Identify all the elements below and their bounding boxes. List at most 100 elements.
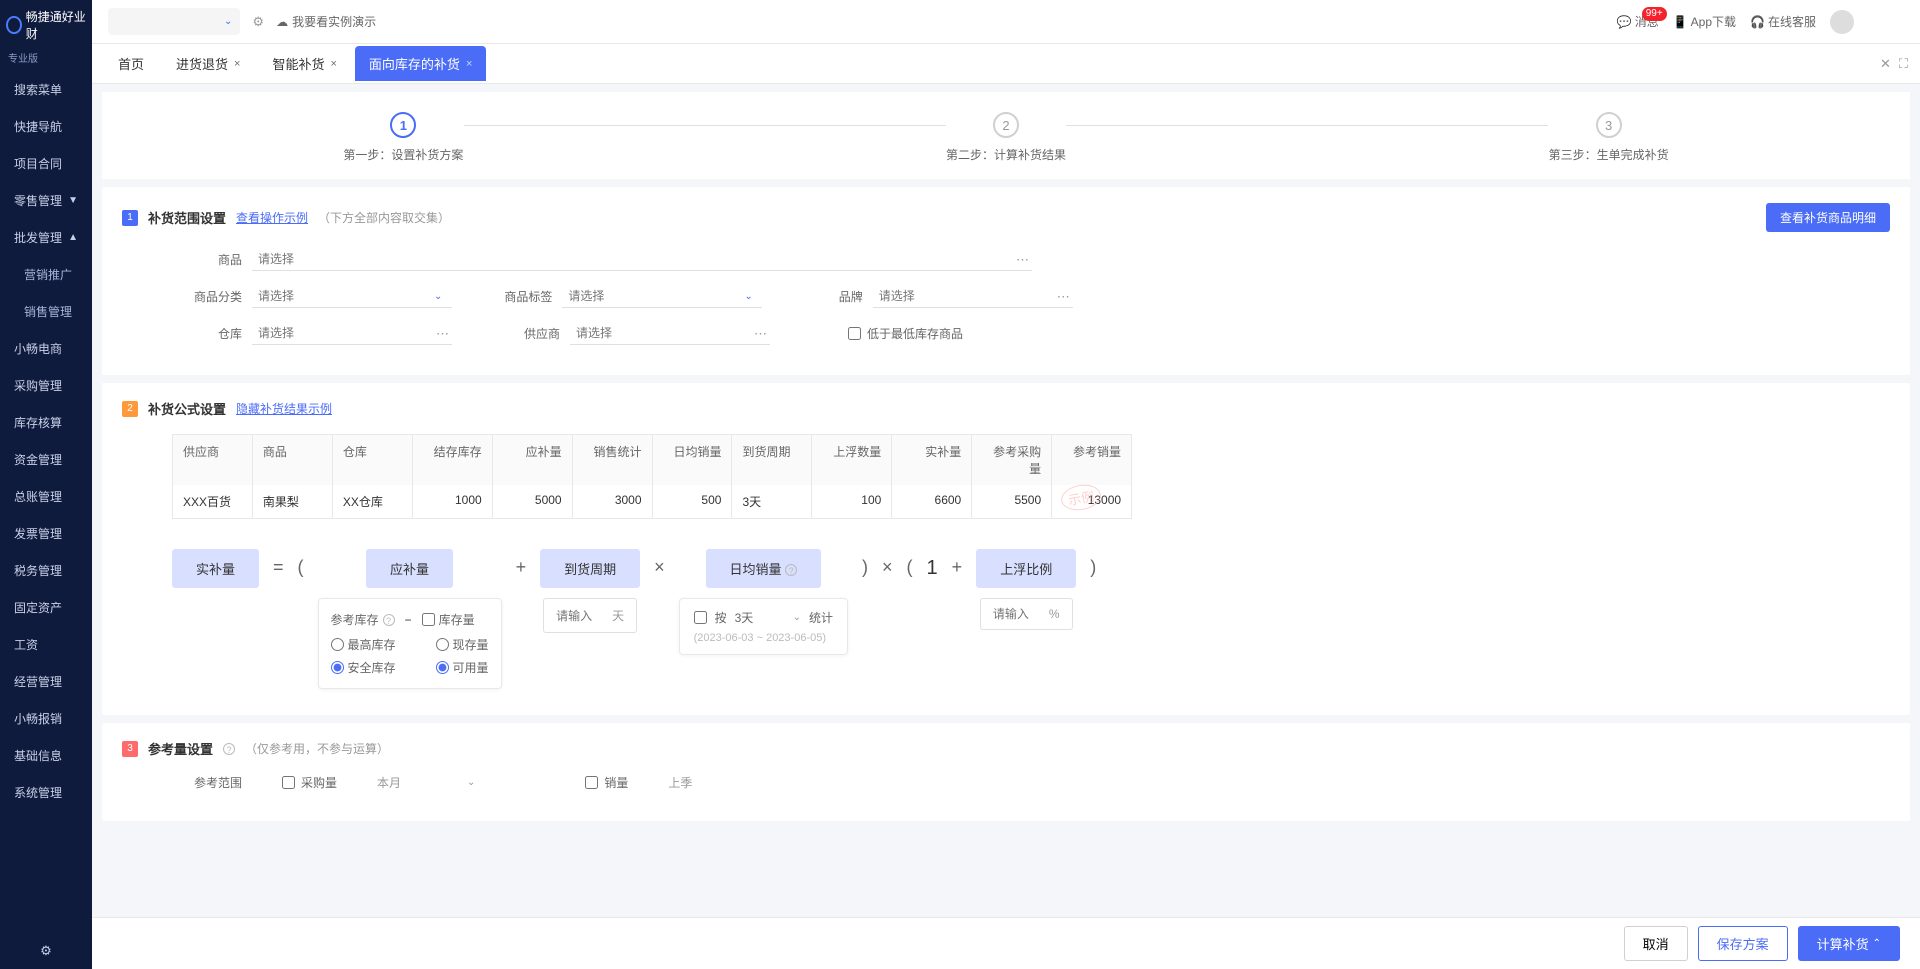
product-input[interactable] — [252, 248, 1032, 271]
logo-icon — [6, 16, 22, 34]
warehouse-label: 仓库 — [172, 325, 242, 342]
sidebar-item[interactable]: 总账管理 — [0, 478, 92, 515]
avail-qty-radio[interactable] — [436, 661, 449, 674]
sidebar-item[interactable]: 税务管理 — [0, 552, 92, 589]
low-stock-checkbox[interactable] — [848, 327, 861, 340]
brand-name: 畅捷通好业财 — [26, 8, 86, 42]
pct-unit: % — [1049, 607, 1060, 621]
sidebar-item[interactable]: 小畅电商 — [0, 330, 92, 367]
max-stock-label: 最高库存 — [348, 636, 396, 653]
warehouse-input[interactable] — [252, 322, 452, 345]
avail-qty-label: 可用量 — [453, 659, 489, 676]
sidebar-subitem[interactable]: 营销推广 — [0, 256, 92, 293]
paren-open-2: ( — [907, 549, 913, 578]
org-selector[interactable]: ⌄ — [108, 8, 240, 35]
tab[interactable]: 智能补货× — [258, 46, 350, 81]
sidebar-item[interactable]: 发票管理 — [0, 515, 92, 552]
stat-days[interactable]: 3天 — [735, 609, 785, 626]
formula-title: 补货公式设置 — [148, 399, 226, 418]
topbar: ⌄ ⚙ ☁ 我要看实例演示 💬 消息 99+ 📱 App下载 — [92, 0, 1920, 44]
chevron-down-icon[interactable]: ⌄ — [467, 777, 475, 788]
app-download-button[interactable]: 📱 App下载 — [1673, 13, 1736, 30]
message-badge: 99+ — [1642, 7, 1667, 21]
sidebar-item[interactable]: 基础信息 — [0, 737, 92, 774]
sidebar-item[interactable]: 固定资产 — [0, 589, 92, 626]
scope-example-link[interactable]: 查看操作示例 — [236, 209, 308, 226]
float-block: 上浮比例 — [976, 549, 1076, 588]
close-icon[interactable]: × — [466, 58, 472, 70]
sidebar-subitem[interactable]: 销售管理 — [0, 293, 92, 330]
ref-range-label: 参考范围 — [172, 774, 242, 791]
sales-value[interactable]: 上季 — [668, 774, 718, 791]
safe-stock-label: 安全库存 — [348, 659, 396, 676]
close-icon[interactable]: × — [330, 58, 336, 70]
category-input[interactable] — [252, 285, 452, 308]
tag-input[interactable] — [562, 285, 762, 308]
paren-close: ) — [862, 549, 868, 578]
example-table: 供应商商品仓库结存库存应补量销售统计日均销量到货周期上浮数量实补量参考采购量参考… — [172, 434, 1132, 519]
current-qty-radio[interactable] — [436, 638, 449, 651]
save-button[interactable]: 保存方案 — [1698, 926, 1788, 961]
message-button[interactable]: 💬 消息 99+ — [1617, 13, 1659, 30]
step: 3第三步：生单完成补货 — [1307, 112, 1910, 163]
more-icon[interactable]: ⋯ — [1016, 252, 1030, 268]
purchase-checkbox[interactable] — [282, 776, 295, 789]
sidebar-item[interactable]: 库存核算 — [0, 404, 92, 441]
chevron-down-icon[interactable]: ⌄ — [793, 612, 801, 623]
days-input[interactable] — [556, 609, 606, 623]
times-op-2: × — [882, 549, 893, 578]
stock-amt-checkbox[interactable] — [422, 613, 435, 626]
more-icon[interactable]: ⋯ — [436, 326, 450, 342]
reference-hint: （仅参考用，不参与运算） — [245, 740, 389, 757]
max-stock-radio[interactable] — [331, 638, 344, 651]
tab[interactable]: 面向库存的补货× — [355, 46, 486, 81]
reference-title: 参考量设置 — [148, 739, 213, 758]
org-placeholder — [116, 12, 194, 31]
sidebar-item[interactable]: 系统管理 — [0, 774, 92, 811]
stock-amt-label: 库存量 — [439, 611, 475, 628]
gear-icon[interactable]: ⚙ — [252, 14, 264, 30]
tab[interactable]: 进货退货× — [162, 46, 254, 81]
supplier-input[interactable] — [570, 322, 770, 345]
sidebar-item[interactable]: 项目合同 — [0, 145, 92, 182]
tab[interactable]: 首页 — [104, 46, 158, 81]
sidebar-item[interactable]: 工资 — [0, 626, 92, 663]
chevron-down-icon: ⌄ — [224, 16, 232, 27]
formula-hide-link[interactable]: 隐藏补货结果示例 — [236, 400, 332, 417]
sidebar-item[interactable]: 经营管理 — [0, 663, 92, 700]
settings-icon[interactable]: ⚙ — [0, 933, 92, 969]
pct-input[interactable] — [993, 607, 1043, 621]
info-icon[interactable]: ? — [383, 614, 395, 626]
chevron-up-icon: ⌃ — [1873, 938, 1881, 949]
sidebar-item[interactable]: 批发管理▲ — [0, 219, 92, 256]
avatar[interactable] — [1830, 10, 1854, 34]
more-icon[interactable]: ⋯ — [1057, 289, 1071, 305]
sidebar-item[interactable]: 快捷导航 — [0, 108, 92, 145]
purchase-value[interactable]: 本月 — [377, 774, 427, 791]
demo-link[interactable]: ☁ 我要看实例演示 — [276, 13, 376, 30]
purchase-label: 采购量 — [301, 774, 337, 791]
sidebar-item[interactable]: 零售管理▼ — [0, 182, 92, 219]
stat-checkbox[interactable] — [694, 611, 707, 624]
tag-label: 商品标签 — [482, 288, 552, 305]
calc-button[interactable]: 计算补货⌃ — [1798, 926, 1900, 961]
sales-checkbox[interactable] — [585, 776, 598, 789]
view-products-button[interactable]: 查看补货商品明细 — [1766, 203, 1890, 232]
brand-input[interactable] — [873, 285, 1073, 308]
safe-stock-radio[interactable] — [331, 661, 344, 674]
close-icon[interactable]: × — [234, 58, 240, 70]
close-all-icon[interactable]: ✕ — [1880, 56, 1891, 72]
sidebar-item[interactable]: 搜索菜单 — [0, 71, 92, 108]
sidebar-item[interactable]: 小畅报销 — [0, 700, 92, 737]
sidebar-item[interactable]: 资金管理 — [0, 441, 92, 478]
info-icon[interactable]: ? — [785, 564, 797, 576]
formula-section: 2 补货公式设置 隐藏补货结果示例 供应商商品仓库结存库存应补量销售统计日均销量… — [102, 383, 1910, 715]
nav: 搜索菜单快捷导航项目合同零售管理▼批发管理▲营销推广销售管理小畅电商采购管理库存… — [0, 71, 92, 933]
more-icon[interactable]: ⋯ — [754, 326, 768, 342]
sidebar-item[interactable]: 采购管理 — [0, 367, 92, 404]
fullscreen-icon[interactable]: ⛶ — [1899, 56, 1908, 72]
service-button[interactable]: 🎧 在线客服 — [1750, 13, 1816, 30]
scope-title: 补货范围设置 — [148, 208, 226, 227]
cancel-button[interactable]: 取消 — [1624, 926, 1688, 961]
info-icon[interactable]: ? — [223, 743, 235, 755]
